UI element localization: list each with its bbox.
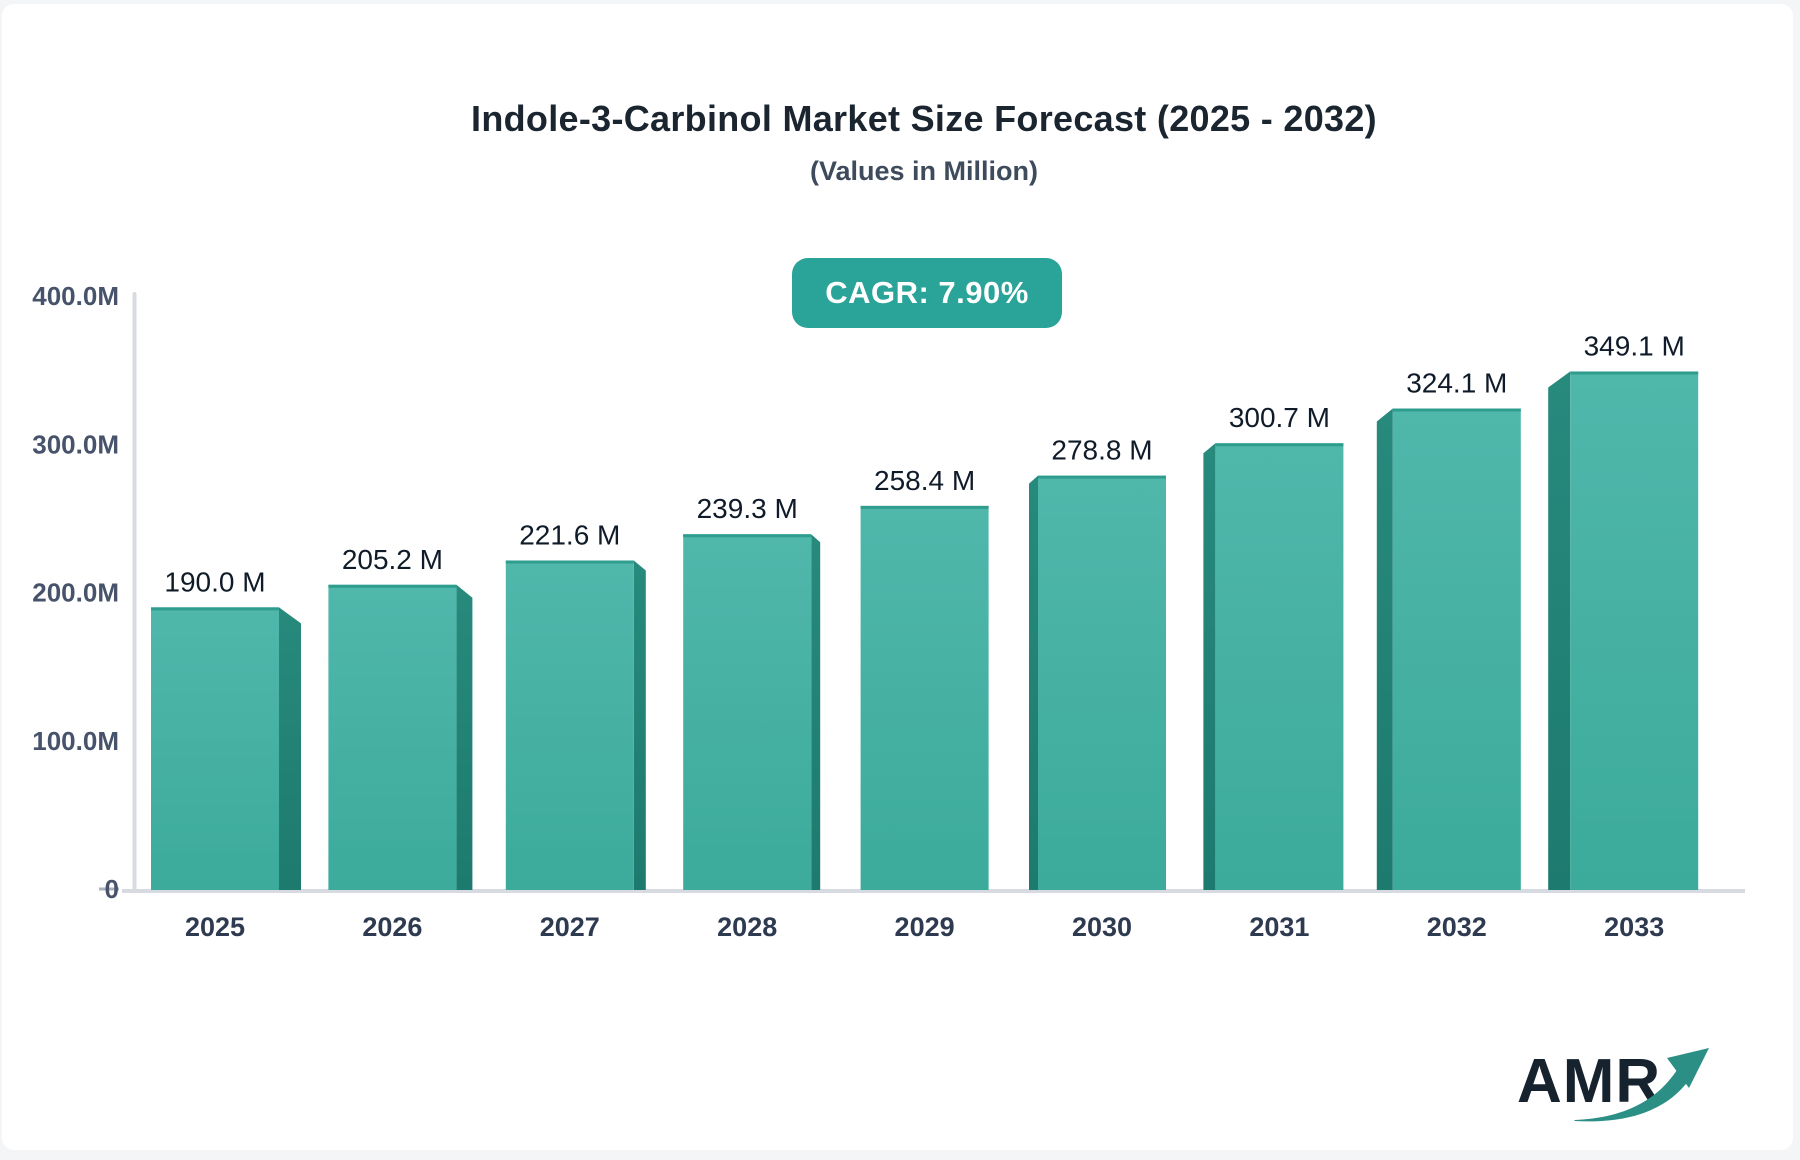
- x-tick-label-2030: 2030: [1072, 912, 1132, 942]
- bar-side-2027: [634, 560, 646, 890]
- y-tick-label: 100.0M: [32, 726, 119, 756]
- y-tick-label: 0: [105, 874, 119, 904]
- y-tick-label: 200.0M: [32, 578, 119, 608]
- bar-chart: 400.0M 300.0M 200.0M 100.0M 0 190.0 M 2025 205.…: [2, 4, 1800, 1160]
- bar-side-2028: [811, 534, 820, 890]
- y-tick-label: 400.0M: [32, 281, 119, 311]
- bar-2030: [1038, 476, 1166, 890]
- bar-2025: [151, 607, 279, 890]
- x-tick-label-2028: 2028: [717, 912, 777, 942]
- bar-side-2031: [1203, 443, 1215, 890]
- x-tick-label-2026: 2026: [362, 912, 422, 942]
- amr-logo: AMR: [1517, 1026, 1757, 1136]
- bar-value-label-2025: 190.0 M: [164, 566, 265, 597]
- x-tick-label-2033: 2033: [1604, 912, 1664, 942]
- bar-side-2030: [1029, 476, 1038, 890]
- x-tick-label-2025: 2025: [185, 912, 245, 942]
- amr-logo-graphic: AMR: [1517, 1026, 1757, 1136]
- bar-side-2032: [1377, 409, 1393, 890]
- bar-2029: [861, 506, 989, 890]
- x-tick-label-2032: 2032: [1427, 912, 1487, 942]
- bar-2032: [1393, 409, 1521, 890]
- chart-card: Indole-3-Carbinol Market Size Forecast (…: [2, 4, 1793, 1150]
- bar-2028: [683, 534, 811, 890]
- bar-value-label-2029: 258.4 M: [874, 465, 975, 496]
- bar-value-label-2026: 205.2 M: [342, 544, 443, 575]
- bar-2033: [1570, 371, 1698, 890]
- bar-value-label-2033: 349.1 M: [1584, 330, 1685, 361]
- bar-value-label-2030: 278.8 M: [1051, 435, 1152, 466]
- bar-2031: [1215, 443, 1343, 890]
- x-tick-label-2027: 2027: [540, 912, 600, 942]
- bar-value-label-2028: 239.3 M: [697, 493, 798, 524]
- bar-side-2026: [456, 585, 472, 890]
- bar-2026: [328, 585, 456, 890]
- bar-value-label-2032: 324.1 M: [1406, 368, 1507, 399]
- bar-side-2025: [279, 607, 301, 890]
- bar-side-2033: [1548, 371, 1570, 890]
- y-tick-label: 300.0M: [32, 429, 119, 459]
- x-tick-label-2029: 2029: [895, 912, 955, 942]
- bar-value-label-2027: 221.6 M: [519, 519, 620, 550]
- x-tick-label-2031: 2031: [1249, 912, 1309, 942]
- bar-value-label-2031: 300.7 M: [1229, 402, 1330, 433]
- bar-2027: [506, 560, 634, 890]
